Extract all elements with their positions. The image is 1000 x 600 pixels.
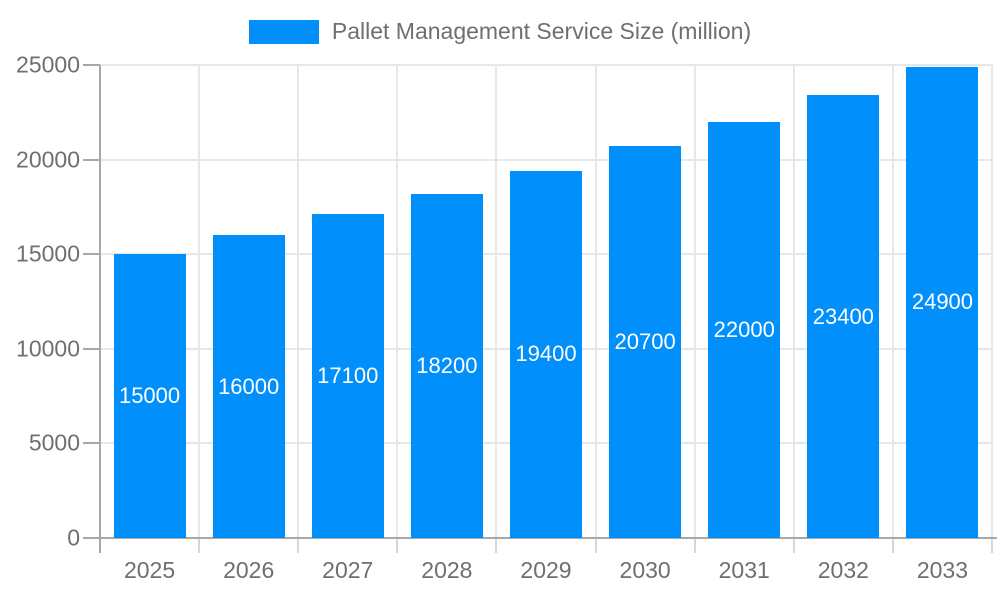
- x-gridline: [693, 65, 696, 538]
- bar-2028[interactable]: 18200: [410, 193, 483, 538]
- x-axis-label: 2032: [817, 557, 869, 583]
- bar-value-label: 22000: [713, 316, 775, 342]
- bar-value-label: 24900: [911, 289, 974, 315]
- plot-area: 15000 16000 17100 18200 19400 20700 22000 23400…: [83, 64, 997, 553]
- legend[interactable]: Pallet Management Service Size (million): [0, 18, 1000, 45]
- bar-2032[interactable]: 23400: [807, 95, 880, 538]
- y-axis-label: 15000: [16, 240, 80, 267]
- y-axis-label: 5000: [28, 429, 80, 456]
- x-tick: [396, 538, 399, 553]
- y-axis-label: 10000: [16, 335, 80, 362]
- y-axis-label: 20000: [16, 146, 80, 173]
- x-gridline: [792, 65, 795, 538]
- bar-2029[interactable]: 19400: [510, 170, 582, 538]
- x-axis-label: 2027: [322, 557, 374, 583]
- y-tick: [83, 347, 100, 350]
- bar-2027[interactable]: 17100: [311, 214, 384, 538]
- x-tick: [991, 538, 993, 553]
- y-tick: [83, 442, 100, 445]
- x-axis-label: 2030: [619, 557, 671, 583]
- x-tick: [891, 538, 894, 553]
- x-gridline: [891, 65, 894, 538]
- bar-2030[interactable]: 20700: [609, 146, 682, 538]
- y-tick: [83, 537, 100, 539]
- x-tick: [792, 538, 795, 553]
- y-gridline: [100, 64, 992, 66]
- x-axis-label: 2031: [718, 557, 770, 583]
- x-gridline: [198, 65, 201, 538]
- y-tick: [83, 64, 100, 66]
- y-gridline: [100, 158, 992, 161]
- x-tick: [297, 538, 300, 553]
- y-axis-label: 0: [67, 524, 80, 551]
- legend-swatch: [248, 19, 319, 44]
- y-axis-line: [99, 65, 101, 553]
- bar-2026[interactable]: 16000: [212, 235, 285, 538]
- bar-value-label: 20700: [614, 329, 676, 355]
- x-tick: [495, 538, 498, 553]
- x-axis-label: 2025: [123, 557, 176, 583]
- x-tick: [198, 538, 201, 553]
- bar-2031[interactable]: 22000: [708, 121, 781, 538]
- x-axis-label: 2029: [520, 557, 572, 583]
- bar-2033[interactable]: 24900: [906, 66, 979, 538]
- x-axis-label: 2033: [916, 557, 969, 583]
- x-gridline: [396, 65, 399, 538]
- bar-2025[interactable]: 15000: [113, 254, 186, 538]
- bar-value-label: 15000: [118, 383, 181, 409]
- bar-value-label: 16000: [218, 373, 280, 399]
- x-axis-label: 2026: [223, 557, 275, 583]
- x-axis-line: [99, 537, 997, 539]
- bar-value-label: 18200: [416, 352, 478, 378]
- x-gridline: [297, 65, 300, 538]
- x-axis-label: 2028: [421, 557, 473, 583]
- legend-label: Pallet Management Service Size (million): [331, 18, 752, 44]
- x-gridline: [991, 65, 993, 538]
- bar-value-label: 19400: [515, 341, 577, 367]
- y-tick: [83, 253, 100, 256]
- bar-value-label: 17100: [317, 363, 379, 389]
- x-tick: [594, 538, 597, 553]
- x-tick: [693, 538, 696, 553]
- y-tick: [83, 158, 100, 161]
- bar-value-label: 23400: [812, 303, 874, 329]
- x-gridline: [594, 65, 597, 538]
- x-gridline: [495, 65, 498, 538]
- y-axis-label: 25000: [16, 51, 80, 78]
